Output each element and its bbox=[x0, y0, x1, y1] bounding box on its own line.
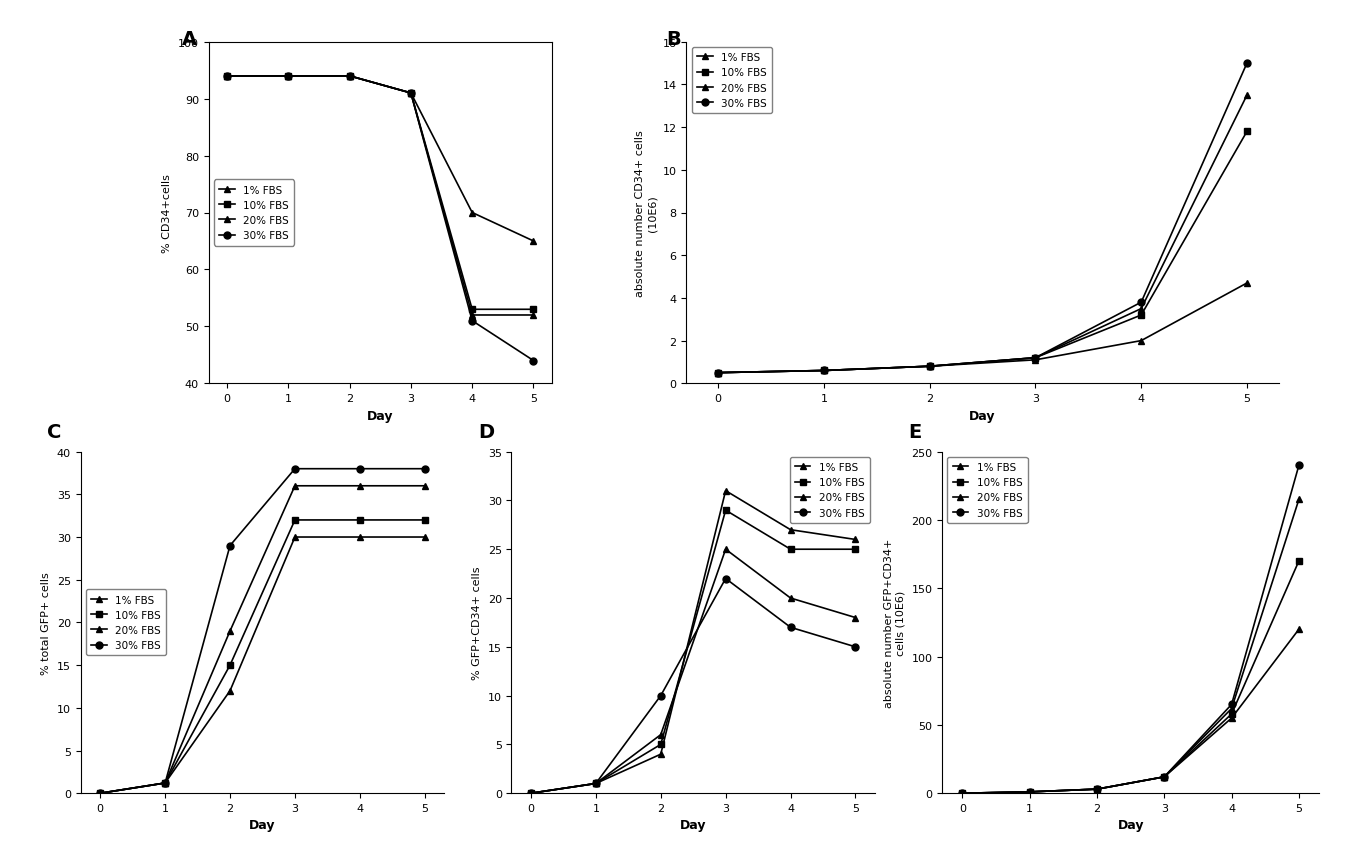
Legend: 1% FBS, 10% FBS, 20% FBS, 30% FBS: 1% FBS, 10% FBS, 20% FBS, 30% FBS bbox=[948, 457, 1027, 523]
Legend: 1% FBS, 10% FBS, 20% FBS, 30% FBS: 1% FBS, 10% FBS, 20% FBS, 30% FBS bbox=[790, 457, 870, 523]
Text: B: B bbox=[666, 30, 681, 49]
Y-axis label: % CD34+cells: % CD34+cells bbox=[163, 174, 172, 252]
Text: C: C bbox=[47, 422, 62, 441]
X-axis label: Day: Day bbox=[367, 409, 393, 422]
Y-axis label: % GFP+CD34+ cells: % GFP+CD34+ cells bbox=[472, 566, 482, 679]
X-axis label: Day: Day bbox=[249, 819, 276, 832]
Legend: 1% FBS, 10% FBS, 20% FBS, 30% FBS: 1% FBS, 10% FBS, 20% FBS, 30% FBS bbox=[692, 48, 771, 113]
Legend: 1% FBS, 10% FBS, 20% FBS, 30% FBS: 1% FBS, 10% FBS, 20% FBS, 30% FBS bbox=[86, 589, 166, 656]
X-axis label: Day: Day bbox=[680, 819, 707, 832]
Text: E: E bbox=[909, 422, 922, 441]
Y-axis label: absolute number CD34+ cells
(10E6): absolute number CD34+ cells (10E6) bbox=[635, 130, 657, 297]
Y-axis label: % total GFP+ cells: % total GFP+ cells bbox=[42, 572, 51, 674]
Legend: 1% FBS, 10% FBS, 20% FBS, 30% FBS: 1% FBS, 10% FBS, 20% FBS, 30% FBS bbox=[214, 180, 293, 247]
Text: A: A bbox=[182, 30, 197, 49]
Y-axis label: absolute number GFP+CD34+
cells (10E6): absolute number GFP+CD34+ cells (10E6) bbox=[884, 538, 906, 707]
X-axis label: Day: Day bbox=[969, 409, 996, 422]
X-axis label: Day: Day bbox=[1117, 819, 1144, 832]
Text: D: D bbox=[478, 422, 494, 441]
